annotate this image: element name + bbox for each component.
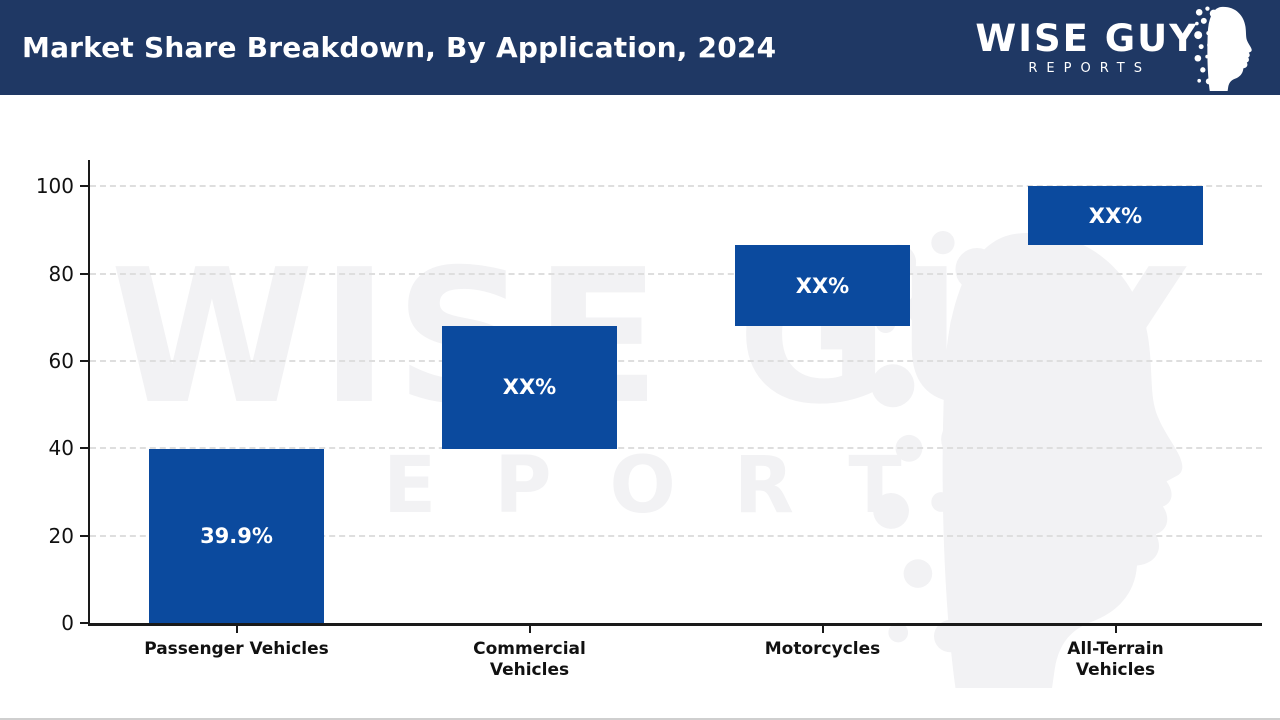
gridline	[90, 534, 1262, 537]
y-axis-tick-label: 60	[48, 348, 74, 373]
bar-value-label: XX%	[1088, 203, 1143, 228]
bar-passenger-vehicles: 39.9%	[148, 448, 325, 623]
x-axis-category-label: All-Terrain Vehicles	[1067, 639, 1164, 681]
x-axis-tick	[235, 626, 238, 633]
y-axis-tick-label: 20	[48, 523, 74, 548]
header-bar: Market Share Breakdown, By Application, …	[0, 0, 1280, 95]
x-axis-tick	[1114, 626, 1117, 633]
bar-value-label: XX%	[502, 375, 557, 400]
y-axis-tick	[80, 534, 88, 537]
y-axis-tick	[80, 185, 88, 188]
x-axis-tick	[821, 626, 824, 633]
wise-guy-reports-logo: WISE GUY REPORTS	[975, 5, 1262, 91]
gridline	[90, 272, 1262, 275]
logo-subtitle: REPORTS	[1028, 61, 1151, 76]
bar-all-terrain-vehicles: XX%	[1027, 186, 1204, 246]
y-axis-tick-label: 0	[61, 611, 74, 635]
bar-commercial-vehicles: XX%	[441, 326, 618, 449]
y-axis-tick	[80, 622, 88, 624]
y-axis-tick-label: 80	[48, 261, 74, 286]
gridline	[90, 447, 1262, 450]
y-axis-tick	[80, 359, 88, 362]
y-axis-tick	[80, 272, 88, 275]
logo-face-icon	[1184, 5, 1262, 91]
y-axis-tick	[80, 447, 88, 450]
y-axis-tick-label: 100	[35, 174, 74, 199]
gridline	[90, 359, 1262, 362]
chart-canvas: WISE GUY REPORTS 0 20 40 60 80 100 39.9% XX% XX%…	[0, 95, 1280, 718]
y-axis-tick-label: 40	[48, 436, 74, 461]
page-title: Market Share Breakdown, By Application, …	[22, 31, 777, 64]
bar-motorcycles: XX%	[734, 245, 911, 326]
x-axis-category-label: Motorcycles	[764, 639, 881, 659]
bar-value-label: 39.9%	[200, 523, 273, 548]
gridline	[90, 185, 1262, 188]
x-axis-tick	[528, 626, 531, 633]
x-axis-category-label: Passenger Vehicles	[144, 639, 329, 659]
logo-wordmark: WISE GUY	[975, 17, 1198, 60]
bar-value-label: XX%	[795, 273, 850, 298]
logo-text: WISE GUY REPORTS	[975, 20, 1198, 75]
plot-area: 0 20 40 60 80 100 39.9% XX% XX% XX% Passenger Vehi…	[36, 160, 1262, 680]
x-axis-category-label: Commercial Vehicles	[473, 639, 586, 681]
